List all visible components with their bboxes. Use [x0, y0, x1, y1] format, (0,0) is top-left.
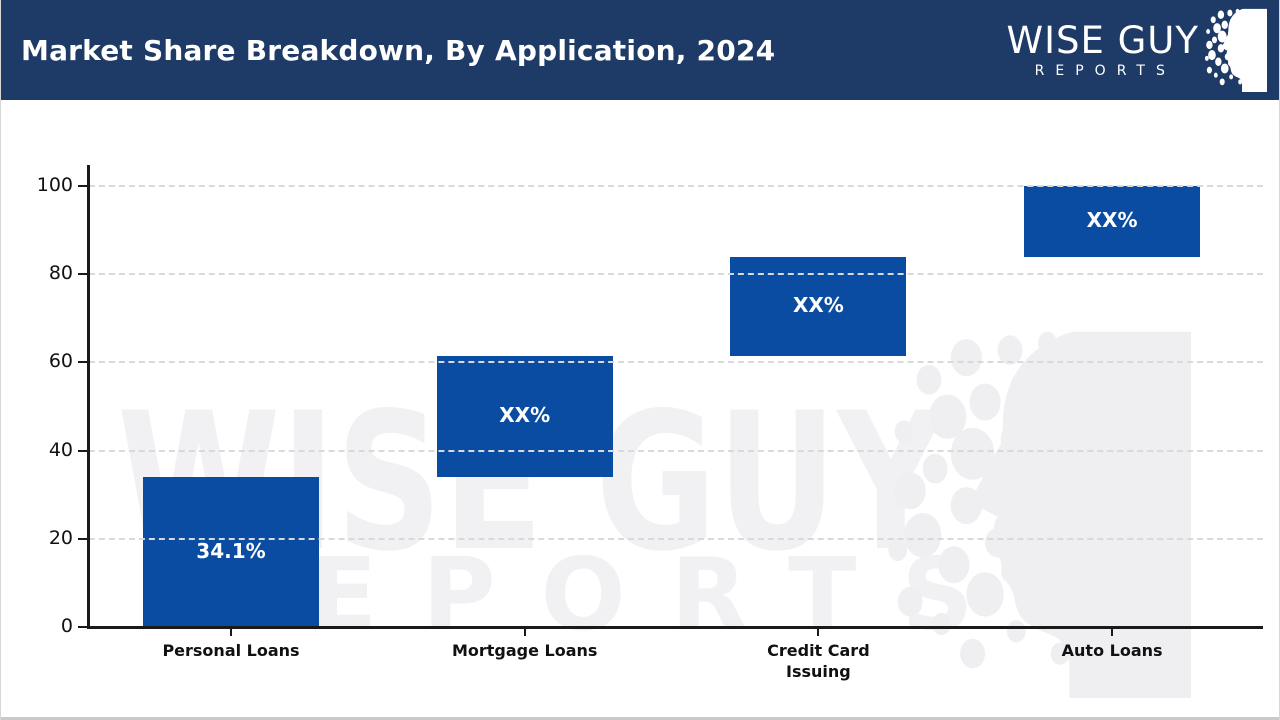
brand-logo: WISE GUY REPORTS — [1007, 8, 1267, 92]
y-tick — [78, 361, 87, 364]
y-tick-label: 60 — [48, 350, 73, 373]
x-tick-label: Credit Card Issuing — [767, 641, 870, 681]
x-tick — [523, 628, 526, 636]
x-tick-label: Auto Loans — [1061, 641, 1163, 660]
y-tick — [78, 185, 87, 187]
x-tick-label: Mortgage Loans — [451, 641, 598, 660]
gridline — [89, 449, 1263, 452]
bar-value-label: 34.1% — [196, 538, 266, 563]
x-tick — [1111, 628, 1114, 636]
bar — [1024, 186, 1201, 257]
x-tick-label: Personal Loans — [162, 641, 300, 660]
y-axis — [87, 165, 90, 629]
header-bar: Market Share Breakdown, By Application, … — [1, 0, 1279, 100]
brand-logo-text: WISE GUY REPORTS — [1007, 22, 1199, 79]
y-tick — [78, 273, 87, 276]
bar-value-label: XX% — [1086, 208, 1138, 233]
y-tick-label: 80 — [48, 262, 73, 285]
y-tick-label: 100 — [36, 174, 73, 196]
bar — [143, 476, 319, 627]
bar-value-label: XX% — [499, 403, 551, 428]
x-tick — [817, 628, 820, 636]
bar-value-label: XX% — [792, 293, 844, 318]
page-title: Market Share Breakdown, By Application, … — [21, 33, 776, 67]
bar — [436, 355, 613, 477]
brand-subname: REPORTS — [1034, 62, 1176, 79]
bar — [730, 256, 907, 356]
gridline — [89, 361, 1263, 364]
y-tick — [78, 626, 87, 628]
y-tick — [78, 537, 87, 540]
gridline — [89, 273, 1263, 276]
y-tick — [78, 449, 87, 452]
dotted-head-icon — [1204, 8, 1267, 92]
brand-name: WISE GUY — [1006, 18, 1199, 62]
y-tick-label: 20 — [48, 526, 73, 549]
gridline — [89, 537, 1263, 540]
watermark-head-icon — [888, 331, 1191, 698]
chart-area: WISE GUY REPORTS 34.1% XX% XX% XX% 0 20 40 60 80… — [1, 100, 1279, 720]
y-tick-label: 0 — [60, 615, 73, 637]
x-axis — [87, 626, 1263, 629]
gridline — [89, 185, 1263, 187]
y-tick-label: 40 — [48, 438, 73, 461]
x-tick — [230, 628, 232, 636]
